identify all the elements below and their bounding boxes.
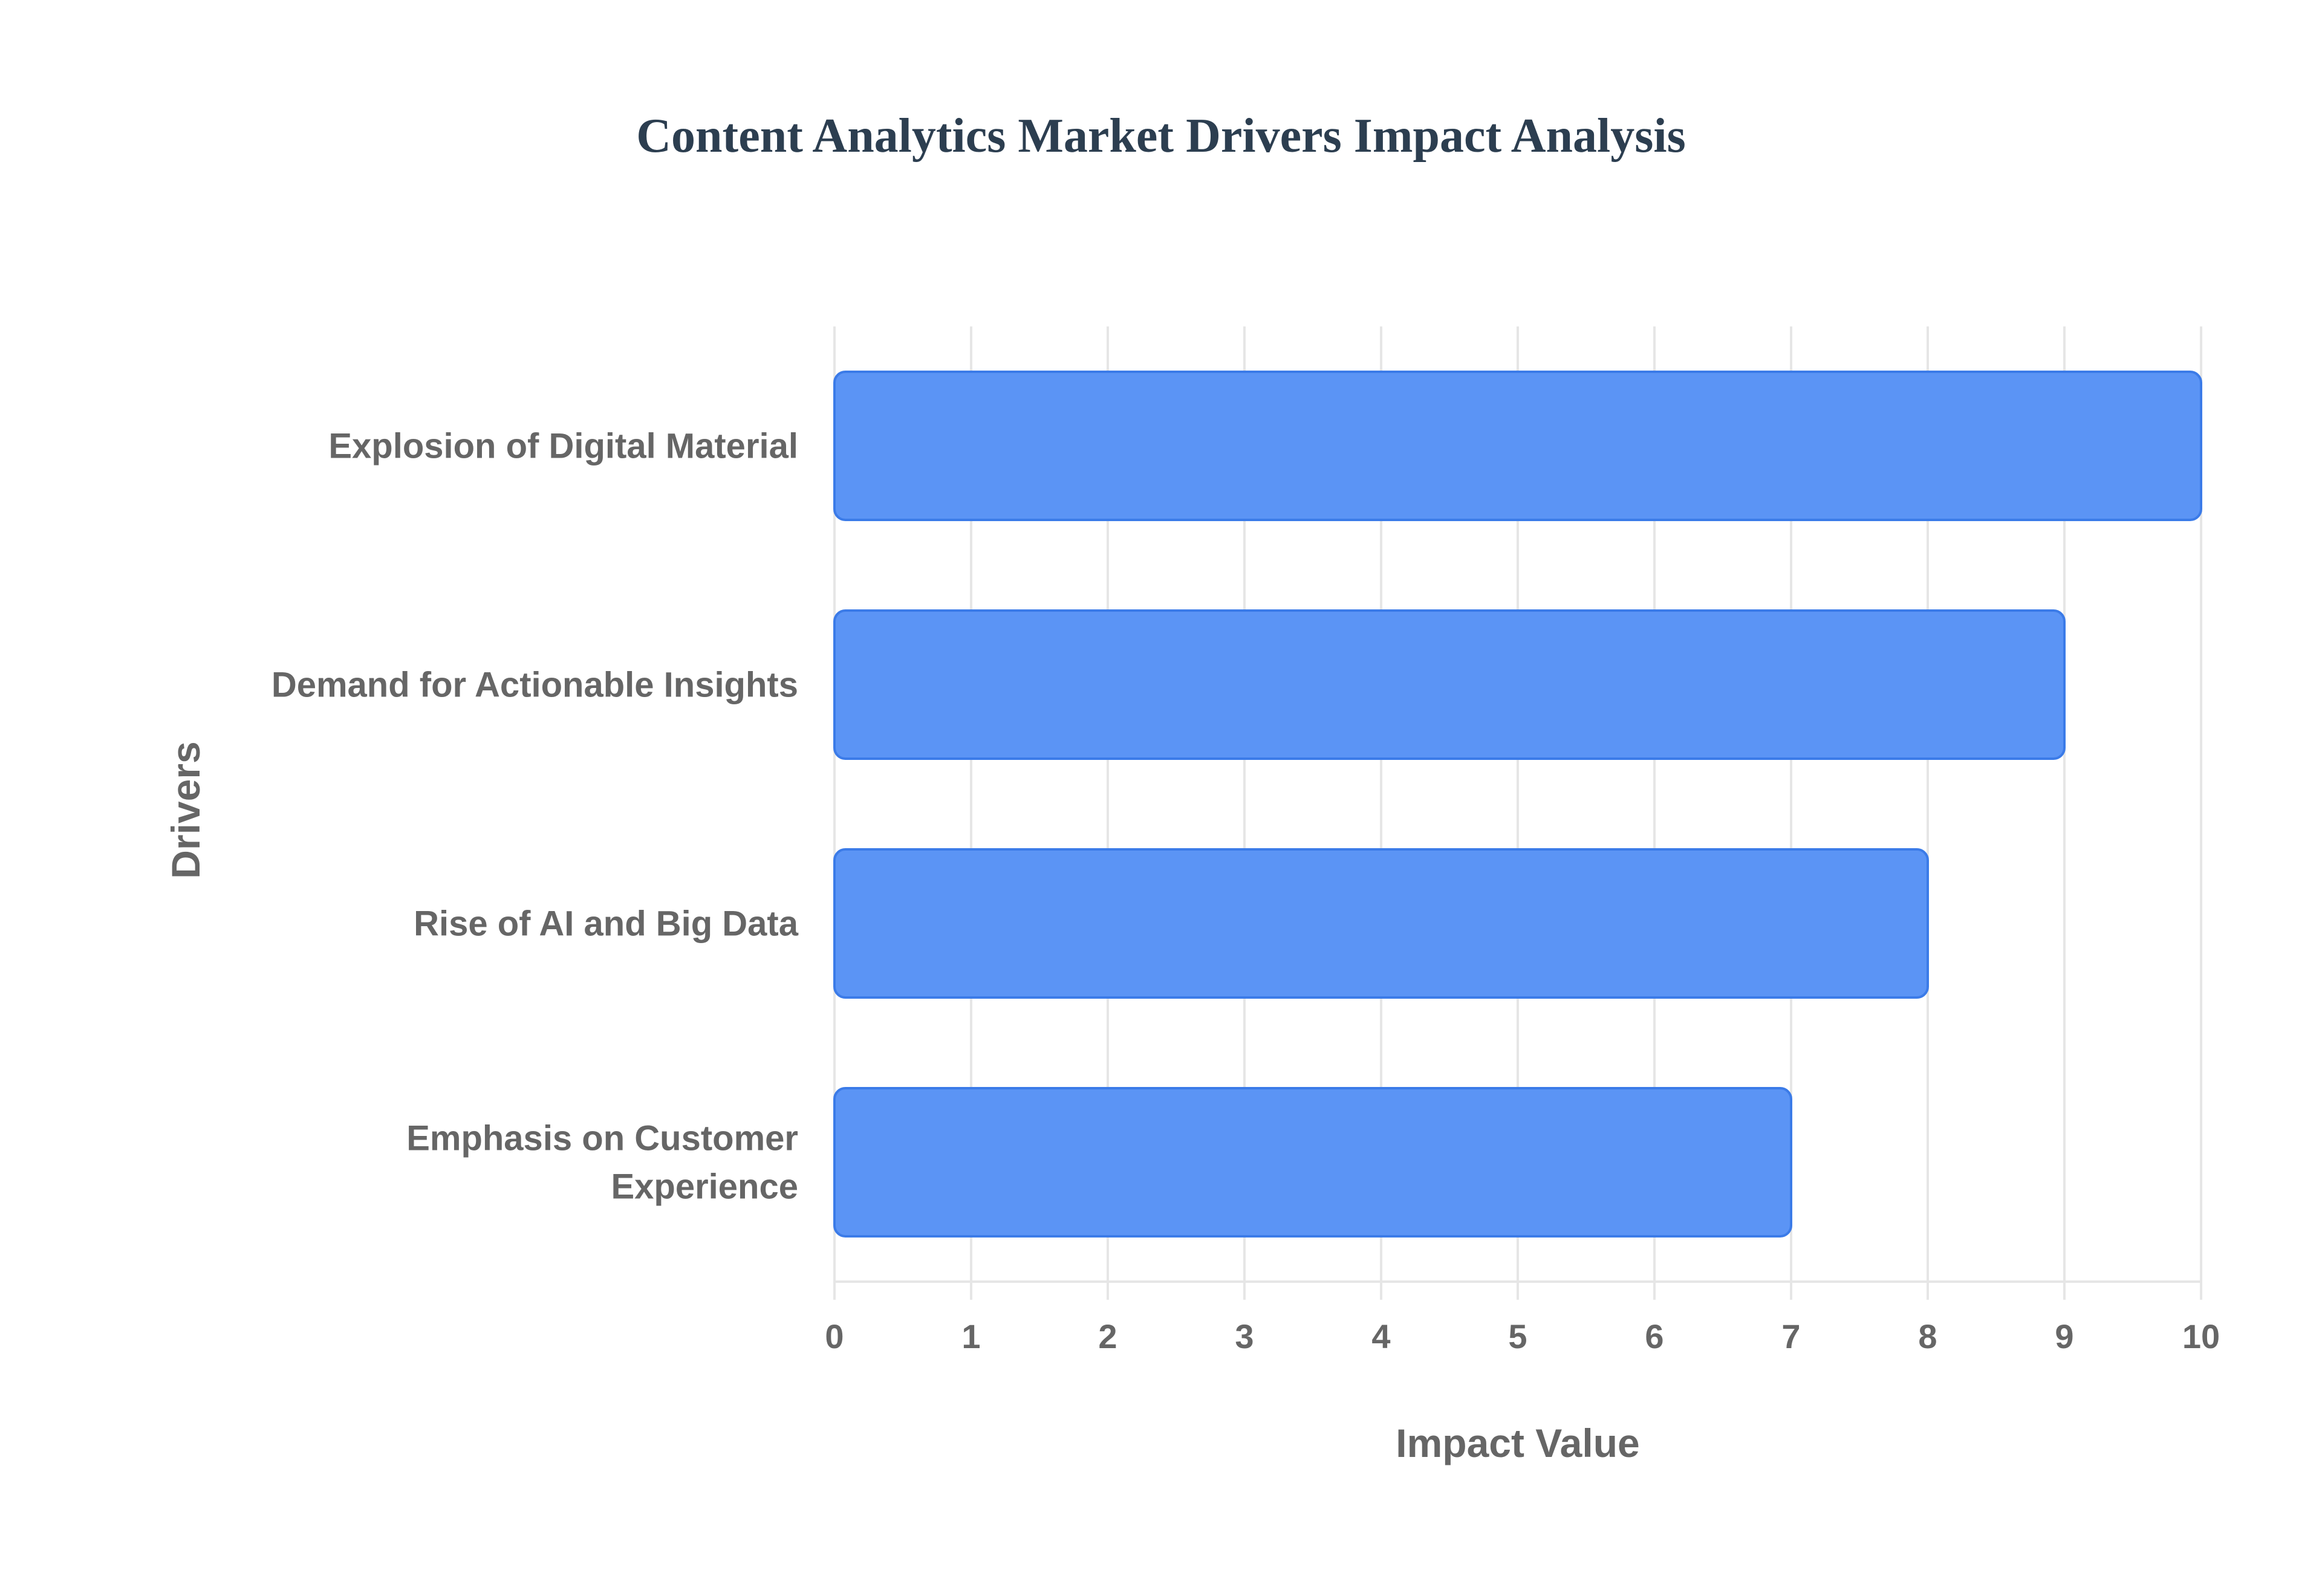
x-tick-label: 1: [961, 1317, 980, 1355]
x-tick-label: 4: [1371, 1317, 1390, 1355]
x-tick-label: 6: [1645, 1317, 1663, 1355]
y-axis-title: Drivers: [163, 741, 208, 879]
y-tick-label: Emphasis on Customer: [406, 1119, 798, 1158]
y-tick-label: Explosion of Digital Material: [328, 427, 798, 466]
x-tick-label: 8: [1918, 1317, 1937, 1355]
x-tick-label: 9: [2055, 1317, 2073, 1355]
bar: [833, 609, 2066, 760]
x-tick-label: 3: [1235, 1317, 1254, 1355]
x-tick-label: 0: [825, 1317, 844, 1355]
y-tick-label: Rise of AI and Big Data: [414, 904, 799, 944]
x-tick-label: 10: [2182, 1317, 2220, 1355]
x-tick-label: 7: [1781, 1317, 1800, 1355]
bar: [833, 371, 2202, 521]
bar: [833, 848, 1929, 999]
y-tick-label: Demand for Actionable Insights: [272, 666, 798, 705]
x-axis-title: Impact Value: [1396, 1421, 1640, 1465]
x-tick-label: 5: [1508, 1317, 1527, 1355]
y-tick-label: Experience: [611, 1167, 798, 1207]
bar: [833, 1087, 1792, 1238]
x-tick-label: 2: [1098, 1317, 1117, 1355]
chart-title: Content Analytics Market Drivers Impact …: [636, 109, 1686, 163]
